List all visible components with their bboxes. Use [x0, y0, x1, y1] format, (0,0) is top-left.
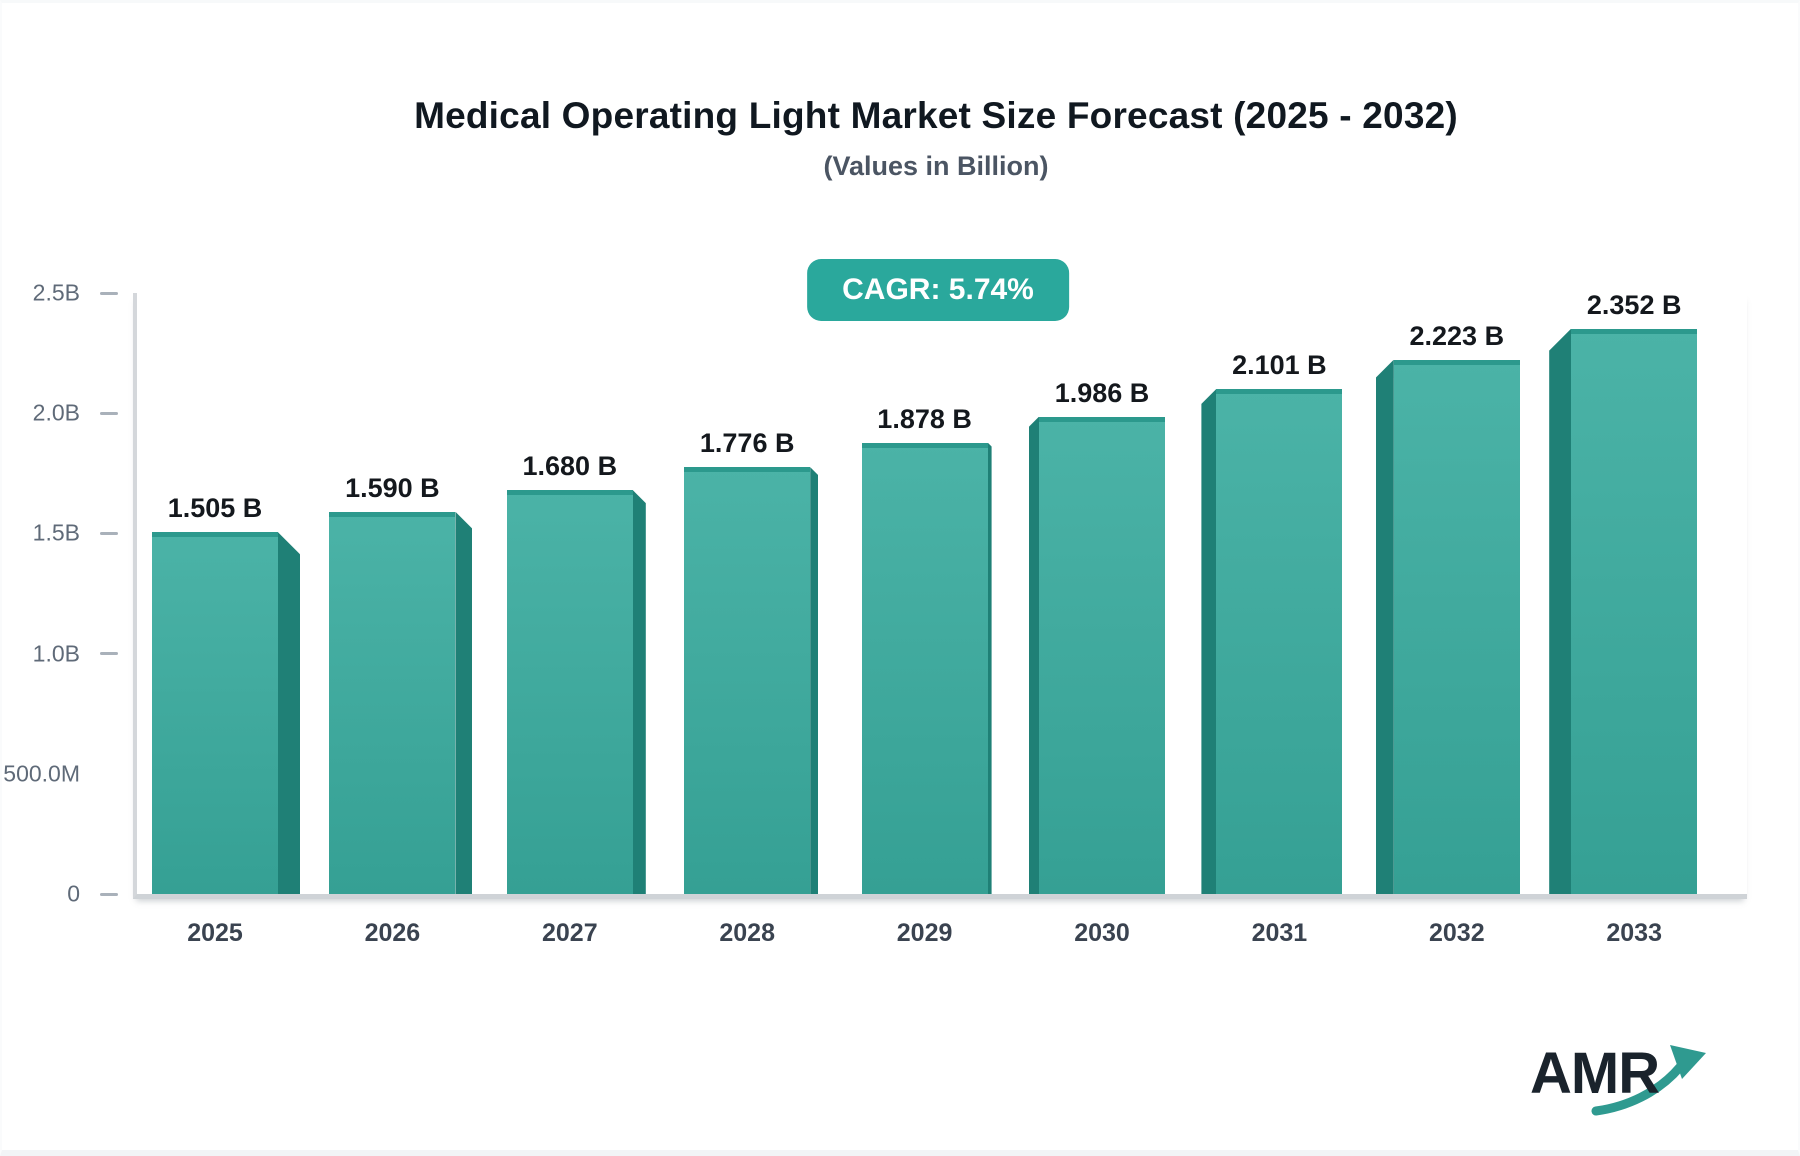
x-axis-label: 2029 [896, 919, 953, 947]
bar-top-edge [329, 511, 456, 517]
logo-text: AMR [1530, 1041, 1659, 1106]
bar-value-label: 2.101 B [1232, 349, 1327, 380]
x-axis-label: 2027 [541, 919, 598, 947]
bar-group-2030[interactable]: 1.986 B 2030 [1029, 378, 1165, 947]
bar-top-edge [152, 532, 278, 538]
bar-front-face [506, 490, 633, 894]
bar-front-face [329, 511, 456, 894]
bar-front-face [152, 532, 278, 894]
bar-value-label: 2.352 B [1586, 289, 1682, 320]
y-axis-label: 500.0M [3, 760, 80, 787]
bar-value-label: 1.986 B [1054, 377, 1150, 408]
y-axis-label: 2.5B [32, 279, 80, 306]
bar-group-2027[interactable]: 1.680 B 2027 [506, 451, 646, 947]
y-axis-tick [100, 291, 118, 295]
bar-value-label: 1.776 B [699, 428, 795, 459]
bar-top-edge [506, 490, 633, 496]
x-axis-label: 2028 [719, 919, 775, 947]
bar-top-edge [1216, 388, 1343, 394]
bar-value-label: 2.223 B [1409, 320, 1505, 351]
x-axis-label: 2032 [1428, 919, 1485, 947]
bar-top-edge [1393, 359, 1520, 365]
bar-side-face [1375, 359, 1394, 894]
bar-front-face [1216, 388, 1343, 894]
bar-group-2028[interactable]: 1.776 B 2028 [684, 428, 819, 947]
bar-top-edge [861, 442, 988, 448]
bar-front-face [1571, 328, 1698, 894]
y-axis-label: 2.0B [32, 399, 80, 426]
bar-top-edge [684, 467, 811, 473]
amr-logo-graphic: AMR [1530, 1041, 1706, 1116]
x-axis-label: 2026 [364, 919, 421, 947]
amr-logo: AMR [1530, 1029, 1730, 1119]
bar-side-face [1201, 388, 1217, 894]
x-axis-label: 2025 [187, 919, 243, 947]
bar-group-2031[interactable]: 2.101 B 2031 [1201, 350, 1343, 947]
bar-side-face [987, 442, 992, 894]
y-axis-tick [100, 411, 118, 415]
bar-side-face [278, 532, 300, 894]
bar-group-2026[interactable]: 1.590 B 2026 [329, 473, 473, 947]
bar-front-face [1393, 359, 1520, 894]
cagr-badge: CAGR: 5.74% [807, 259, 1069, 321]
y-axis-tick [100, 892, 118, 896]
y-axis-tick [100, 531, 118, 535]
logo-arrow-icon [1591, 1062, 1685, 1116]
bar-group-2025[interactable]: 1.505 B 2025 [152, 493, 300, 947]
bar-side-face [632, 490, 646, 894]
x-axis-label: 2033 [1606, 919, 1662, 947]
bar-front-face [1039, 416, 1165, 894]
bar-value-label: 1.505 B [167, 493, 263, 524]
bar-group-2032[interactable]: 2.223 B 2032 [1375, 321, 1520, 947]
bar-side-face [1029, 416, 1039, 894]
bar-top-edge [1039, 416, 1165, 422]
y-axis-label: 1.0B [32, 640, 80, 667]
logo-arrowhead-icon [1670, 1045, 1706, 1079]
x-axis-label: 2031 [1251, 919, 1308, 947]
chart-subtitle: (Values in Billion) [823, 151, 1049, 181]
bar-side-face [810, 467, 819, 894]
bar-front-face [684, 467, 811, 894]
chart-title: Medical Operating Light Market Size Fore… [414, 95, 1458, 136]
bar-side-face [1549, 328, 1572, 894]
y-axis-label: 1.5B [32, 519, 80, 546]
bar-value-label: 1.878 B [877, 403, 972, 434]
bar-value-label: 1.680 B [522, 451, 618, 482]
bar-top-edge [1571, 328, 1698, 334]
bar-side-face [455, 511, 473, 894]
bar-group-2033[interactable]: 2.352 B 2033 [1549, 290, 1698, 947]
x-axis-label: 2030 [1074, 919, 1130, 947]
y-axis-tick [100, 652, 118, 656]
y-axis-label: 0 [67, 880, 80, 907]
bar-group-2029[interactable]: 1.878 B 2029 [861, 404, 992, 947]
bar-front-face [861, 442, 988, 894]
bar-value-label: 1.590 B [345, 472, 440, 503]
plot-area: 2.5B 2.0B 1.5B 1.0B 500.0M 0 1.505 B 2025 1.590 … [3, 280, 1747, 947]
